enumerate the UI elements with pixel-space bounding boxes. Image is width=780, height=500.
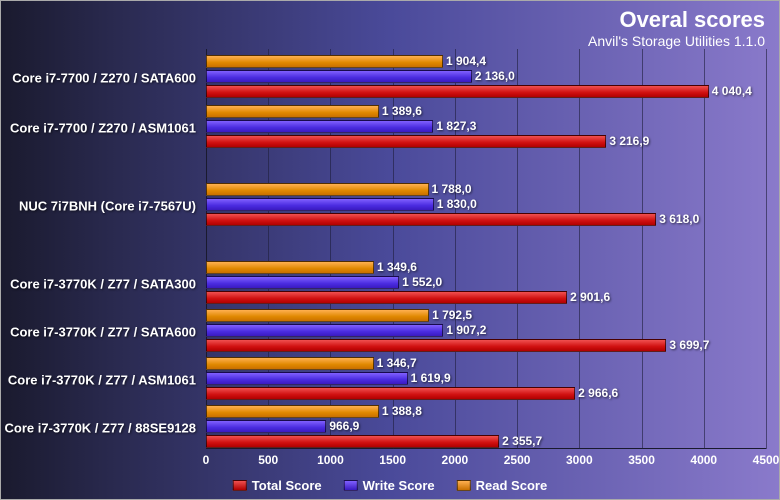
value-label: 1 907,2 <box>446 323 486 337</box>
x-tick-label: 3500 <box>628 453 655 467</box>
value-label: 1 349,6 <box>377 260 417 274</box>
bar-total: 4 040,4 <box>206 85 709 98</box>
bar-write: 2 136,0 <box>206 70 472 83</box>
category-label: NUC 7i7BNH (Core i7-7567U) <box>19 198 196 213</box>
x-tick-label: 2000 <box>442 453 469 467</box>
value-label: 4 040,4 <box>712 84 752 98</box>
legend-swatch <box>233 480 247 491</box>
value-label: 1 389,6 <box>382 104 422 118</box>
bar-group: Core i7-3770K / Z77 / ASM10611 346,71 61… <box>206 357 766 402</box>
value-label: 1 346,7 <box>377 356 417 370</box>
bar-read: 1 788,0 <box>206 183 429 196</box>
x-tick-label: 2500 <box>504 453 531 467</box>
bar-total: 3 216,9 <box>206 135 606 148</box>
bar-write: 1 830,0 <box>206 198 434 211</box>
bar-write: 1 619,9 <box>206 372 408 385</box>
bar-write: 1 552,0 <box>206 276 399 289</box>
bar-total: 3 699,7 <box>206 339 666 352</box>
bar-total: 3 618,0 <box>206 213 656 226</box>
value-label: 1 827,3 <box>436 119 476 133</box>
x-tick-label: 4500 <box>753 453 780 467</box>
category-label: Core i7-3770K / Z77 / SATA300 <box>10 276 196 291</box>
value-label: 1 552,0 <box>402 275 442 289</box>
legend-label: Total Score <box>252 478 322 493</box>
legend-item-read: Read Score <box>457 478 548 493</box>
bar-group: Core i7-3770K / Z77 / SATA3001 349,61 55… <box>206 261 766 306</box>
legend-item-total: Total Score <box>233 478 322 493</box>
value-label: 966,9 <box>329 419 359 433</box>
bar-write: 1 907,2 <box>206 324 443 337</box>
legend-swatch <box>457 480 471 491</box>
x-tick-label: 3000 <box>566 453 593 467</box>
gridline <box>766 49 767 449</box>
bar-read: 1 792,5 <box>206 309 429 322</box>
x-tick-label: 4000 <box>690 453 717 467</box>
plot-area: Core i7-7700 / Z270 / SATA6001 904,42 13… <box>206 49 766 449</box>
x-tick-label: 1000 <box>317 453 344 467</box>
legend: Total Score Write Score Read Score <box>233 478 547 493</box>
legend-label: Read Score <box>476 478 548 493</box>
bar-read: 1 388,8 <box>206 405 379 418</box>
chart-subtitle: Anvil's Storage Utilities 1.1.0 <box>588 33 765 49</box>
x-tick-label: 0 <box>203 453 210 467</box>
bar-read: 1 904,4 <box>206 55 443 68</box>
bar-group: Core i7-7700 / Z270 / SATA6001 904,42 13… <box>206 55 766 100</box>
value-label: 3 216,9 <box>609 134 649 148</box>
bar-group: Core i7-3770K / Z77 / SATA6001 792,51 90… <box>206 309 766 354</box>
category-label: Core i7-3770K / Z77 / SATA600 <box>10 324 196 339</box>
bar-group: Core i7-3770K / Z77 / 88SE91281 388,8966… <box>206 405 766 450</box>
value-label: 1 830,0 <box>437 197 477 211</box>
bar-total: 2 901,6 <box>206 291 567 304</box>
category-label: Core i7-7700 / Z270 / ASM1061 <box>10 120 196 135</box>
bar-read: 1 346,7 <box>206 357 374 370</box>
value-label: 3 618,0 <box>659 212 699 226</box>
value-label: 2 136,0 <box>475 69 515 83</box>
value-label: 1 792,5 <box>432 308 472 322</box>
bar-total: 2 966,6 <box>206 387 575 400</box>
bar-group: NUC 7i7BNH (Core i7-7567U)1 788,01 830,0… <box>206 183 766 228</box>
value-label: 2 355,7 <box>502 434 542 448</box>
legend-swatch <box>344 480 358 491</box>
category-label: Core i7-3770K / Z77 / ASM1061 <box>8 372 196 387</box>
value-label: 2 966,6 <box>578 386 618 400</box>
x-tick-label: 1500 <box>379 453 406 467</box>
bar-read: 1 389,6 <box>206 105 379 118</box>
category-label: Core i7-3770K / Z77 / 88SE9128 <box>4 420 196 435</box>
bar-write: 1 827,3 <box>206 120 433 133</box>
legend-label: Write Score <box>363 478 435 493</box>
chart-title: Overal scores <box>619 7 765 33</box>
value-label: 3 699,7 <box>669 338 709 352</box>
legend-item-write: Write Score <box>344 478 435 493</box>
value-label: 1 788,0 <box>432 182 472 196</box>
bar-total: 2 355,7 <box>206 435 499 448</box>
bar-read: 1 349,6 <box>206 261 374 274</box>
bar-group: Core i7-7700 / Z270 / ASM10611 389,61 82… <box>206 105 766 150</box>
value-label: 1 388,8 <box>382 404 422 418</box>
category-label: Core i7-7700 / Z270 / SATA600 <box>12 70 196 85</box>
value-label: 2 901,6 <box>570 290 610 304</box>
bar-write: 966,9 <box>206 420 326 433</box>
value-label: 1 904,4 <box>446 54 486 68</box>
value-label: 1 619,9 <box>411 371 451 385</box>
chart-container: Overal scores Anvil's Storage Utilities … <box>0 0 780 500</box>
x-tick-label: 500 <box>258 453 278 467</box>
